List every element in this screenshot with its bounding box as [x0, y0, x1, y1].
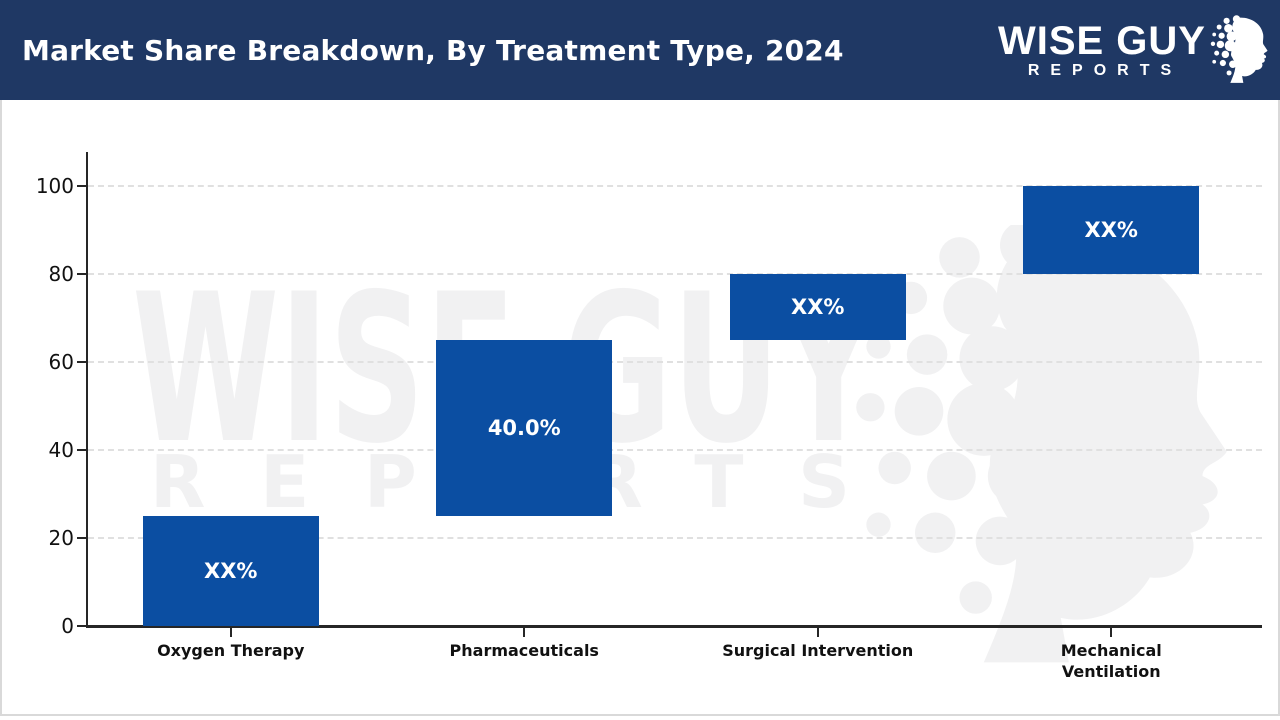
- y-tick-label-100: 100: [35, 174, 74, 198]
- wise-guy-reports-logo: WISE GUY REPORTS: [998, 8, 1270, 92]
- bar-value-label-surgical-intervention: XX%: [791, 295, 845, 319]
- logo-tagline: REPORTS: [1027, 62, 1183, 79]
- x-axis-line: [86, 625, 1262, 628]
- y-axis-line: [86, 152, 88, 628]
- x-tick-mark-surgical-intervention: [816, 628, 819, 637]
- y-tick-label-20: 20: [48, 526, 74, 550]
- logo-text: WISE GUY REPORTS: [998, 20, 1206, 80]
- bar-value-label-mechanical-ventilation: XX%: [1084, 218, 1138, 242]
- figure-border: [0, 100, 1280, 716]
- bar-surgical-intervention: XX%: [729, 274, 906, 340]
- y-tick-label-80: 80: [48, 262, 74, 286]
- header-band: Market Share Breakdown, By Treatment Typ…: [0, 0, 1280, 100]
- y-tick-label-60: 60: [48, 350, 74, 374]
- y-tick-mark-20: [77, 537, 86, 539]
- logo-name: WISE GUY: [997, 19, 1206, 63]
- category-label-surgical-intervention: Surgical Intervention: [722, 641, 914, 660]
- gridline-20: [88, 537, 1262, 539]
- x-tick-mark-oxygen-therapy: [229, 628, 232, 637]
- y-tick-label-0: 0: [61, 614, 74, 638]
- bar-value-label-oxygen-therapy: XX%: [204, 559, 258, 583]
- page-title: Market Share Breakdown, By Treatment Typ…: [22, 33, 844, 67]
- y-tick-label-40: 40: [48, 438, 74, 462]
- bar-value-label-pharmaceuticals: 40.0%: [487, 416, 561, 440]
- bar-mechanical-ventilation: XX%: [1023, 186, 1200, 274]
- gridline-100: [88, 185, 1262, 187]
- bar-pharmaceuticals: 40.0%: [436, 340, 613, 516]
- category-label-mechanical-ventilation: Mechanical Ventilation: [1060, 641, 1162, 681]
- y-tick-mark-40: [77, 449, 86, 451]
- gridline-60: [88, 361, 1262, 363]
- category-label-pharmaceuticals: Pharmaceuticals: [449, 641, 599, 660]
- category-label-oxygen-therapy: Oxygen Therapy: [157, 641, 305, 660]
- y-tick-mark-0: [77, 625, 86, 627]
- bar-oxygen-therapy: XX%: [142, 516, 319, 626]
- y-tick-mark-80: [77, 273, 86, 275]
- gridline-40: [88, 449, 1262, 451]
- y-tick-mark-60: [77, 361, 86, 363]
- y-tick-mark-100: [77, 185, 86, 187]
- x-tick-mark-mechanical-ventilation: [1110, 628, 1113, 637]
- x-tick-mark-pharmaceuticals: [523, 628, 526, 637]
- gridline-80: [88, 273, 1262, 275]
